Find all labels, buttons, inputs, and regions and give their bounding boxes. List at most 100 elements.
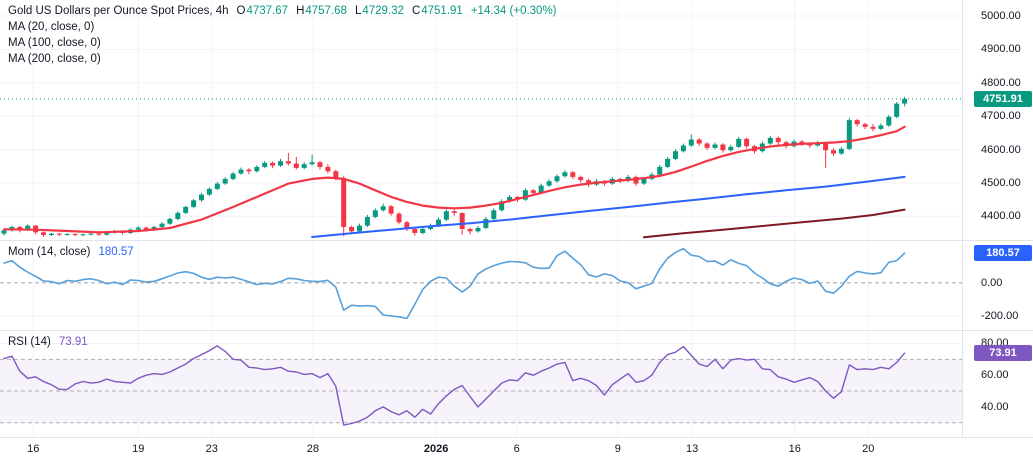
low-value: 4729.32 <box>362 5 404 17</box>
candle-body <box>736 138 742 147</box>
time-tick-label: 13 <box>685 443 699 455</box>
candle-body <box>831 150 836 154</box>
candle-body <box>467 228 473 232</box>
candle-body <box>88 233 94 235</box>
candle-body <box>538 185 544 193</box>
candle-body <box>522 190 528 200</box>
high-value: 4757.68 <box>305 5 347 17</box>
candle-body <box>443 211 449 220</box>
time-tick-label: 2026 <box>423 443 449 455</box>
candle-body <box>388 206 394 214</box>
symbol-legend-row[interactable]: Gold US Dollars per Ounce Spot Prices, 4… <box>8 3 557 19</box>
candle-body <box>720 144 726 151</box>
candle-body <box>404 222 410 229</box>
candle-body <box>325 166 331 172</box>
candle-body <box>657 166 663 175</box>
open-value: 4737.67 <box>246 5 289 17</box>
candle-body <box>546 181 552 186</box>
candle-body <box>17 226 23 230</box>
candle-body <box>688 139 694 146</box>
candle-body <box>380 206 386 211</box>
candle-body <box>25 225 31 230</box>
close-label: C <box>411 5 421 17</box>
price-tick-label: 4700.00 <box>981 110 1021 123</box>
candle-body <box>151 226 157 230</box>
candle-body <box>696 139 702 144</box>
candle-body <box>143 227 149 230</box>
ma100-label: MA (100, close, 0) <box>8 37 101 49</box>
ma200-legend-row[interactable]: MA (200, close, 0) <box>8 51 557 67</box>
rsi-line <box>3 345 906 426</box>
candle-body <box>1 230 7 234</box>
candle-body <box>238 169 244 174</box>
momentum-value: 180.57 <box>98 246 134 258</box>
price-axis[interactable]: 4751.91 180.57 73.91 5000.00 4900.00 4800.… <box>962 0 1033 437</box>
candle-body <box>246 169 252 172</box>
time-tick-label: 9 <box>614 443 621 455</box>
candle-body <box>428 225 434 229</box>
price-tick-label: 4600.00 <box>981 143 1021 156</box>
candle-body <box>823 142 829 151</box>
candle-body <box>199 194 204 201</box>
candle-body <box>364 216 370 226</box>
rsi-legend-row[interactable]: RSI (14) 73.91 <box>8 334 88 350</box>
candle-body <box>104 232 110 235</box>
momentum-label: Mom (14, close) <box>8 246 91 258</box>
candle-body <box>191 200 197 207</box>
candle-body <box>459 212 465 229</box>
momentum-legend-row[interactable]: Mom (14, close) 180.57 <box>8 244 134 260</box>
candle-body <box>254 166 260 172</box>
candle-body <box>862 124 868 127</box>
candle-body <box>870 126 876 129</box>
candle-body <box>159 223 165 227</box>
low-label: L <box>354 5 362 17</box>
candle-body <box>562 172 568 177</box>
candle-body <box>285 161 291 164</box>
candle-body <box>214 183 220 189</box>
candle-body <box>96 233 102 235</box>
ma20-legend-row[interactable]: MA (20, close, 0) <box>8 19 557 35</box>
candle-body <box>554 176 560 182</box>
candle-body <box>349 226 355 232</box>
ma200-line <box>642 208 906 239</box>
candle-body <box>673 151 678 159</box>
candle-body <box>530 190 536 193</box>
candle-body <box>475 227 481 232</box>
ma100-line <box>311 175 906 238</box>
time-tick-label: 28 <box>306 443 319 455</box>
candle-body <box>420 228 426 233</box>
candle-body <box>222 178 228 184</box>
candle-body <box>412 228 418 233</box>
candle-body <box>491 210 497 219</box>
time-tick-label: 16 <box>788 443 801 455</box>
candle-body <box>775 137 781 143</box>
candle-body <box>56 233 62 235</box>
time-axis[interactable]: 16 19 23 28 2026 6 9 13 16 20 <box>0 437 1033 463</box>
candle-body <box>293 163 299 168</box>
candle-body <box>886 116 892 126</box>
price-tick-label: 4800.00 <box>981 76 1021 89</box>
candle-body <box>578 176 584 181</box>
price-tick-label: 4400.00 <box>981 210 1021 223</box>
change-value: +14.34 (+0.30%) <box>470 5 557 17</box>
candle-body <box>72 233 78 235</box>
candle-body <box>586 180 592 185</box>
time-tick-label: 16 <box>27 443 40 455</box>
open-label: O <box>236 5 246 17</box>
candle-body <box>396 213 402 223</box>
candle-body <box>80 234 86 236</box>
time-tick-label: 23 <box>205 443 218 455</box>
candle-body <box>570 172 576 177</box>
main-chart-legend: Gold US Dollars per Ounce Spot Prices, 4… <box>8 3 557 67</box>
price-tick-label: 60.00 <box>981 369 1009 382</box>
candle-body <box>183 206 189 213</box>
candle-body <box>744 138 750 147</box>
ma20-label: MA (20, close, 0) <box>8 21 95 33</box>
close-value: 4751.91 <box>421 5 463 17</box>
candle-body <box>341 177 347 227</box>
candle-body <box>799 141 805 144</box>
candle-body <box>270 162 276 166</box>
ma100-legend-row[interactable]: MA (100, close, 0) <box>8 35 557 51</box>
candle-body <box>846 120 852 149</box>
